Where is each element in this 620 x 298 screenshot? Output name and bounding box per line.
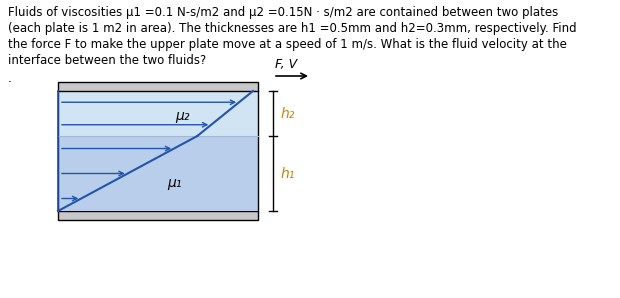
Bar — [58, 211, 258, 220]
Bar — [58, 82, 258, 91]
Text: h₁: h₁ — [281, 167, 295, 181]
Text: Fluids of viscosities μ1 =0.1 N-s/m2 and μ2 =0.15N · s/m2 are contained between : Fluids of viscosities μ1 =0.1 N-s/m2 and… — [8, 6, 558, 19]
Text: F, V: F, V — [275, 58, 297, 71]
Text: the force F to make the upper plate move at a speed of 1 m/s. What is the fluid : the force F to make the upper plate move… — [8, 38, 567, 51]
Bar — [58, 91, 258, 136]
Text: μ₁: μ₁ — [167, 176, 181, 190]
Bar — [58, 136, 258, 211]
Text: h₂: h₂ — [281, 106, 295, 120]
Text: μ₂: μ₂ — [175, 109, 189, 123]
Text: .: . — [8, 72, 12, 85]
Text: (each plate is 1 m2 in area). The thicknesses are h1 =0.5mm and h2=0.3mm, respec: (each plate is 1 m2 in area). The thickn… — [8, 22, 577, 35]
Text: interface between the two fluids?: interface between the two fluids? — [8, 54, 206, 67]
